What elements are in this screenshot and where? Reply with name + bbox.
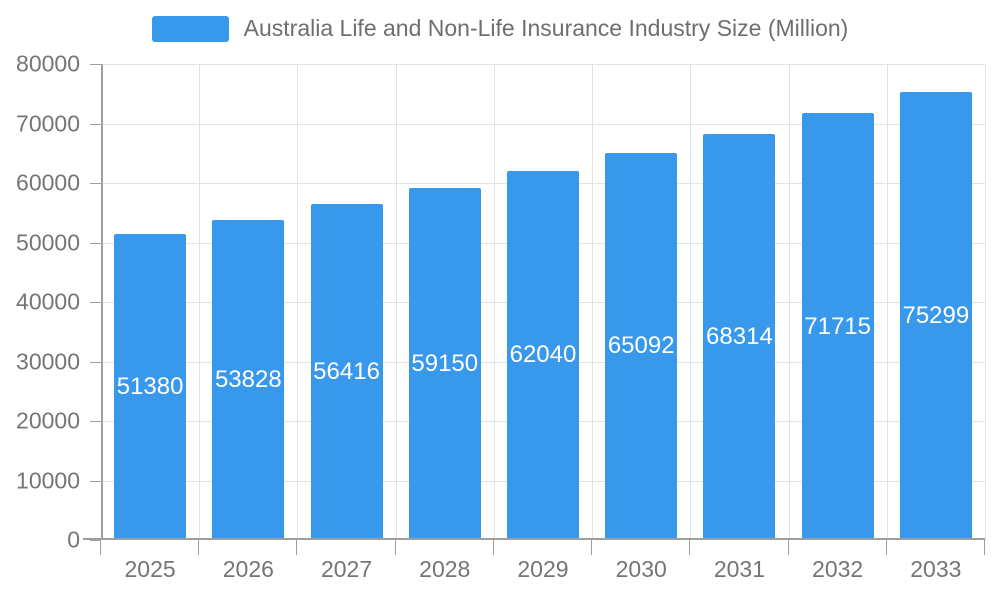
h-gridline	[101, 123, 985, 125]
y-axis-tick-label: 20000	[16, 407, 80, 434]
bar-2029[interactable]: 62040	[506, 170, 579, 540]
bar-2031[interactable]: 68314	[703, 133, 776, 540]
x-axis-tick	[100, 540, 101, 555]
y-axis-ticks	[90, 64, 101, 541]
y-axis-tick	[90, 302, 101, 303]
v-gridline	[985, 64, 986, 540]
x-axis-tick-label: 2026	[222, 556, 274, 582]
bar-slot: 56416	[297, 64, 395, 540]
bar-2028[interactable]: 59150	[408, 188, 481, 540]
bar-value-label: 65092	[607, 332, 675, 360]
bar-2026[interactable]: 53828	[212, 219, 285, 540]
bar-2030[interactable]: 65092	[605, 152, 678, 540]
x-axis-line	[83, 538, 985, 540]
y-axis-tick	[90, 64, 101, 65]
bar-2033[interactable]: 75299	[899, 91, 972, 540]
bar-slot: 71715	[789, 64, 887, 540]
y-axis-tick	[90, 480, 101, 482]
bar-slot: 51380	[101, 64, 199, 540]
plot-area: 51380 53828 56416 59150 62040 65092 68314 71715…	[83, 64, 986, 555]
y-axis-tick-label: 60000	[16, 169, 80, 196]
v-gridline	[788, 64, 790, 540]
x-axis-tick-label: 2027	[320, 556, 373, 582]
y-axis-tick	[90, 361, 101, 363]
bar-value-label: 68314	[706, 322, 773, 350]
y-axis-tick-label: 0	[67, 526, 80, 553]
y-axis-tick	[90, 183, 101, 184]
y-axis-tick-label: 50000	[16, 229, 80, 255]
x-axis-tick	[885, 540, 887, 555]
x-axis-tick	[394, 540, 396, 555]
y-axis-tick	[90, 242, 101, 244]
x-axis-labels: 2025 2026 2027 2028 2029 2030 2031 2032 2033	[101, 556, 985, 583]
y-axis-tick-label: 70000	[16, 110, 80, 136]
bar-value-label: 56416	[313, 358, 380, 386]
x-axis-tick	[689, 540, 691, 555]
y-axis-tick	[90, 540, 101, 541]
bar-value-label: 59150	[411, 350, 479, 378]
v-gridline	[297, 64, 299, 540]
v-gridline	[199, 64, 201, 540]
y-axis-labels: 0 10000 20000 30000 40000 50000 60000 70000 8000…	[0, 51, 80, 553]
bar-slot: 65092	[592, 64, 690, 540]
x-axis-tick	[492, 540, 494, 555]
h-gridline	[101, 64, 985, 65]
bar-slot: 75299	[887, 64, 985, 540]
y-axis-tick-label: 40000	[16, 288, 80, 315]
x-axis-tick	[591, 540, 593, 555]
y-axis-tick	[90, 421, 101, 422]
x-axis-tick	[198, 540, 200, 555]
bar-value-label: 71715	[804, 312, 872, 340]
bar-value-label: 62040	[509, 341, 577, 369]
y-axis-line	[101, 64, 103, 540]
y-axis-tick	[90, 123, 101, 125]
bar-2027[interactable]: 56416	[310, 204, 383, 540]
bar-value-label: 51380	[116, 373, 184, 401]
bars-layer: 51380 53828 56416 59150 62040 65092 68314 71715…	[101, 64, 985, 540]
bar-slot: 62040	[494, 64, 592, 540]
bar-value-label: 75299	[902, 301, 970, 329]
x-axis-tick-label: 2025	[124, 556, 176, 582]
v-gridline	[493, 64, 495, 540]
legend-label[interactable]: Australia Life and Non-Life Insurance In…	[243, 15, 849, 41]
x-axis-tick	[296, 540, 298, 555]
v-gridline	[395, 64, 397, 540]
x-axis-tick	[787, 540, 789, 555]
v-gridline	[592, 64, 594, 540]
bar-slot: 53828	[199, 64, 297, 540]
bar-2032[interactable]: 71715	[801, 113, 874, 540]
legend[interactable]: Australia Life and Non-Life Insurance In…	[0, 15, 1000, 42]
x-axis-tick-label: 2030	[615, 556, 667, 582]
bar-slot: 68314	[690, 64, 788, 540]
x-axis-tick-label: 2033	[910, 556, 962, 582]
legend-swatch[interactable]	[151, 15, 229, 42]
x-axis-tick-label: 2028	[419, 556, 471, 582]
bar-2025[interactable]: 51380	[114, 234, 187, 540]
x-axis-tick-label: 2032	[812, 556, 864, 582]
x-axis-tick-label: 2031	[713, 556, 765, 582]
v-gridline	[690, 64, 692, 540]
bar-value-label: 53828	[214, 365, 282, 393]
y-axis-tick-label: 10000	[16, 467, 80, 493]
x-axis-tick-label: 2029	[517, 556, 569, 582]
y-axis-tick-label: 80000	[16, 50, 80, 77]
y-axis-tick-label: 30000	[16, 348, 80, 374]
v-gridline	[886, 64, 888, 540]
x-axis-tick	[984, 540, 985, 555]
bar-slot: 59150	[396, 64, 494, 540]
